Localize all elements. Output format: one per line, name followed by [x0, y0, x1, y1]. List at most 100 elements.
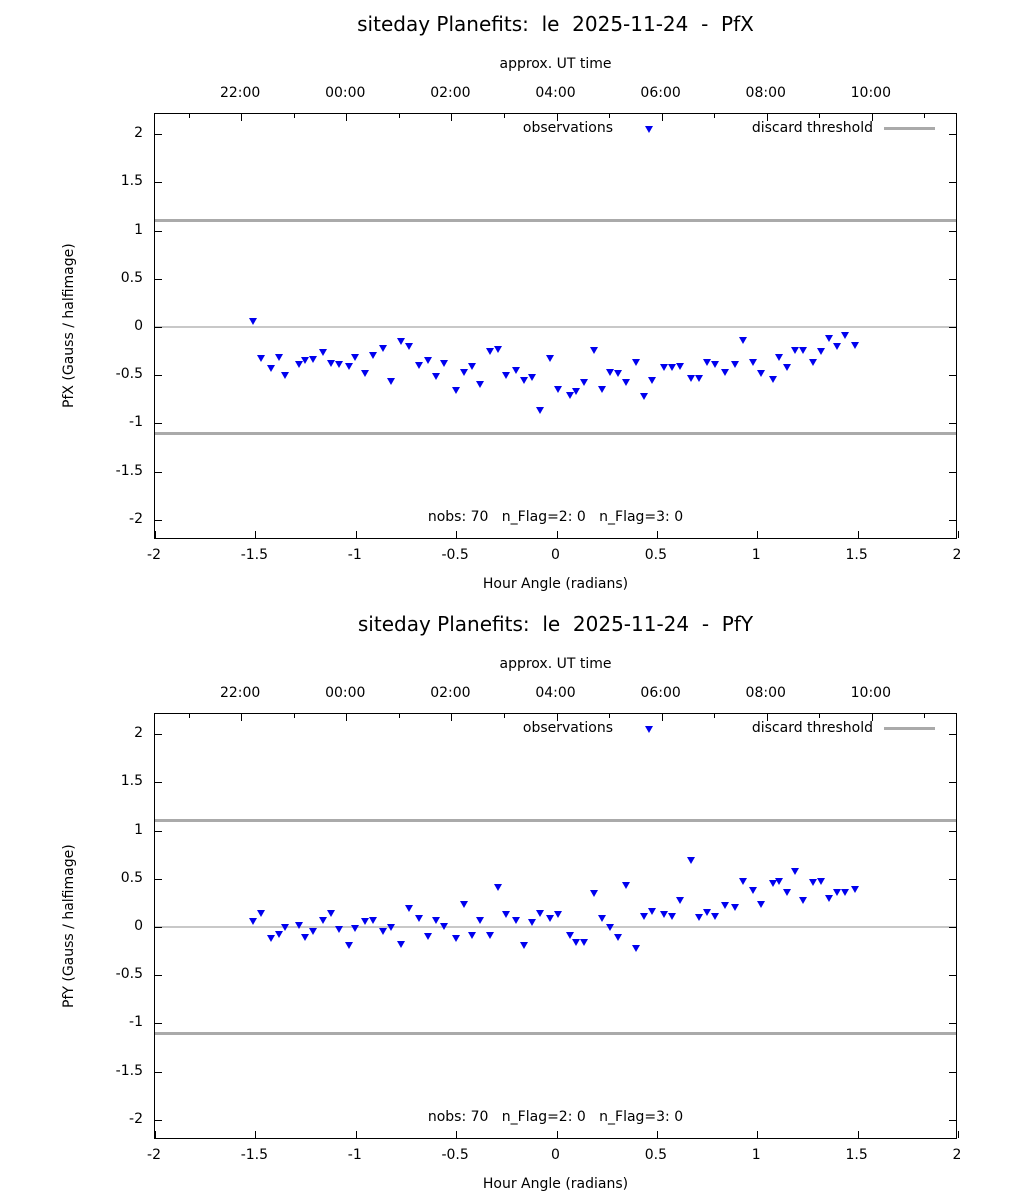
data-point [790, 346, 799, 354]
x-tick-label: 1.5 [845, 547, 868, 563]
x-tick-label: 0.5 [644, 1147, 667, 1163]
data-point [351, 354, 360, 362]
data-point [280, 371, 289, 379]
threshold-line [155, 219, 956, 223]
data-point [676, 363, 685, 371]
data-point [266, 364, 275, 372]
data-point [572, 388, 581, 396]
data-point [622, 882, 631, 890]
data-point [415, 362, 424, 370]
data-point [423, 933, 432, 941]
y-tick-label: 0.5 [120, 269, 143, 286]
data-point [361, 369, 370, 377]
tick-mark [155, 1119, 162, 1121]
y-tick-label: 0 [134, 318, 143, 334]
tick-mark [871, 114, 873, 121]
data-point [782, 363, 791, 371]
tick-mark [714, 114, 716, 118]
data-point [598, 386, 607, 394]
data-point [475, 381, 484, 389]
data-point [379, 928, 388, 936]
ut-tick-label: 10:00 [850, 85, 892, 101]
data-point [301, 934, 310, 942]
data-point [545, 355, 554, 363]
x-tick-label: -1.5 [240, 1147, 269, 1163]
data-point [580, 938, 589, 946]
x-axis-label: Hour Angle (radians) [482, 576, 629, 592]
data-point [280, 924, 289, 932]
x-tick-label: 2 [952, 547, 962, 563]
data-point [686, 374, 695, 382]
tick-mark [155, 927, 162, 928]
data-point [501, 371, 510, 379]
data-point [335, 926, 344, 934]
tick-mark [949, 975, 956, 977]
data-point [790, 867, 799, 875]
ut-tick-label: 08:00 [745, 685, 786, 701]
tick-mark [757, 1131, 759, 1138]
tick-mark [609, 714, 611, 718]
data-point [730, 904, 739, 912]
zero-line [155, 926, 956, 928]
y-tick-label: -1 [129, 414, 143, 431]
y-axis-label: PfY (Gauss / halfimage) [61, 844, 77, 1008]
data-point [825, 894, 834, 902]
threshold-line [155, 431, 956, 435]
data-point [614, 934, 623, 942]
y-tick-label: 1.5 [120, 773, 143, 790]
data-point [545, 914, 554, 922]
data-point [756, 369, 765, 377]
y-tick-label: -1 [129, 1014, 143, 1031]
data-point [535, 910, 544, 917]
tick-mark [155, 230, 162, 232]
tick-mark [949, 1119, 956, 1121]
data-point [614, 369, 623, 377]
data-point [710, 912, 719, 920]
tick-mark [155, 830, 162, 832]
tick-mark [656, 531, 658, 538]
tick-mark [155, 1131, 156, 1138]
data-point [710, 361, 719, 369]
data-point [572, 938, 581, 946]
data-point [738, 336, 747, 344]
data-point [622, 379, 631, 387]
data-point [485, 932, 494, 940]
data-point [676, 896, 685, 904]
ut-axis-label: approx. UT time [499, 656, 612, 672]
tick-mark [346, 114, 348, 121]
data-point [640, 912, 649, 920]
data-point [309, 928, 318, 936]
x-tick-label: -1.5 [240, 547, 269, 563]
chart-pfx: siteday Planefits: le 2025-11-24 - PfX a… [61, 12, 962, 592]
x-tick-label: 2 [952, 1147, 962, 1163]
data-point [825, 335, 834, 343]
y-tick-label: 2 [134, 125, 143, 142]
data-point [535, 407, 544, 415]
tick-mark [155, 471, 162, 473]
data-point [720, 368, 729, 376]
ut-tick-label: 22:00 [219, 685, 261, 701]
y-tick-label: -1.5 [115, 1062, 143, 1079]
data-point [648, 908, 657, 916]
data-point [527, 373, 536, 381]
data-point [590, 889, 599, 897]
data-point [632, 944, 641, 952]
tick-mark [503, 114, 505, 118]
data-point [702, 359, 711, 367]
tick-mark [958, 1131, 959, 1138]
tick-mark [451, 114, 453, 121]
tick-mark [451, 714, 453, 721]
data-point [702, 909, 711, 917]
data-point [566, 932, 575, 940]
data-point [748, 886, 757, 894]
tick-mark [819, 114, 821, 118]
data-point [660, 363, 669, 371]
data-point [256, 355, 265, 363]
tick-mark [556, 714, 558, 721]
ut-tick-label: 22:00 [219, 85, 261, 101]
data-point [327, 360, 336, 368]
data-point [694, 374, 703, 382]
data-point [756, 901, 765, 909]
tick-mark [155, 734, 162, 736]
tick-mark [155, 1023, 162, 1025]
